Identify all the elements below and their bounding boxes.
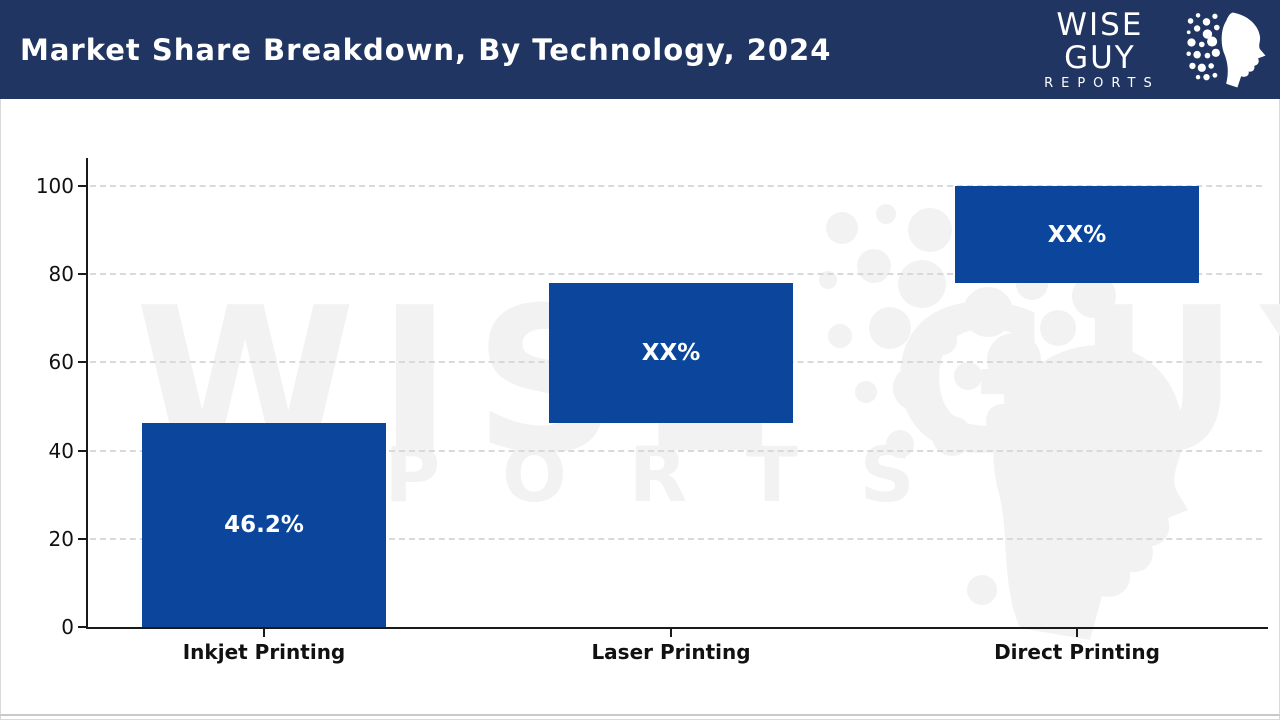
y-tick-label-60: 60 <box>48 350 74 375</box>
y-gridline-100 <box>90 185 1262 187</box>
y-tick-mark-40 <box>78 449 86 452</box>
y-tick-mark-20 <box>78 537 86 540</box>
footer-divider <box>0 714 1280 716</box>
logo-face-icon <box>1186 12 1266 88</box>
bar-value-label-laser-printing: XX% <box>641 340 701 367</box>
y-tick-label-80: 80 <box>48 262 74 287</box>
bar-value-label-inkjet-printing: 46.2% <box>224 512 304 539</box>
y-tick-label-100: 100 <box>35 174 74 198</box>
x-category-label-inkjet-printing: Inkjet Printing <box>182 640 346 664</box>
x-tick-mark-inkjet-printing <box>263 629 265 637</box>
logo-wordmark-line1: WISE GUY <box>1056 7 1144 76</box>
x-tick-mark-direct-printing <box>1076 629 1078 637</box>
y-gridline-40 <box>90 449 1262 452</box>
y-gridline-80 <box>90 273 1262 276</box>
logo-wordmark: WISE GUY REPORTS <box>1020 9 1180 90</box>
chart-title: Market Share Breakdown, By Technology, 2… <box>20 32 832 67</box>
y-tick-mark-0 <box>78 626 86 628</box>
y-axis-line <box>86 158 88 629</box>
y-tick-mark-60 <box>78 361 86 364</box>
bar-inkjet-printing: 46.2% <box>142 423 386 627</box>
x-category-label-laser-printing: Laser Printing <box>591 640 751 664</box>
x-category-label-direct-printing: Direct Printing <box>994 640 1160 664</box>
header-banner: Market Share Breakdown, By Technology, 2… <box>0 0 1280 99</box>
y-tick-mark-80 <box>78 273 86 276</box>
wise-guy-reports-logo: WISE GUY REPORTS <box>1020 6 1270 94</box>
bar-laser-printing: XX% <box>549 283 793 424</box>
bar-value-label-direct-printing: XX% <box>1047 221 1107 248</box>
x-axis-line <box>86 627 1268 629</box>
x-tick-mark-laser-printing <box>670 629 672 637</box>
y-tick-label-40: 40 <box>48 438 74 463</box>
y-tick-label-20: 20 <box>48 526 74 551</box>
y-tick-mark-100 <box>78 185 86 187</box>
y-gridline-20 <box>90 537 1262 540</box>
logo-wordmark-line2: REPORTS <box>1044 75 1160 91</box>
y-tick-label-0: 0 <box>61 615 74 639</box>
plot-area: 46.2% XX% XX% 0 20 40 60 80 100 Inkjet Printing La… <box>0 99 1280 718</box>
bar-direct-printing: XX% <box>955 186 1199 284</box>
